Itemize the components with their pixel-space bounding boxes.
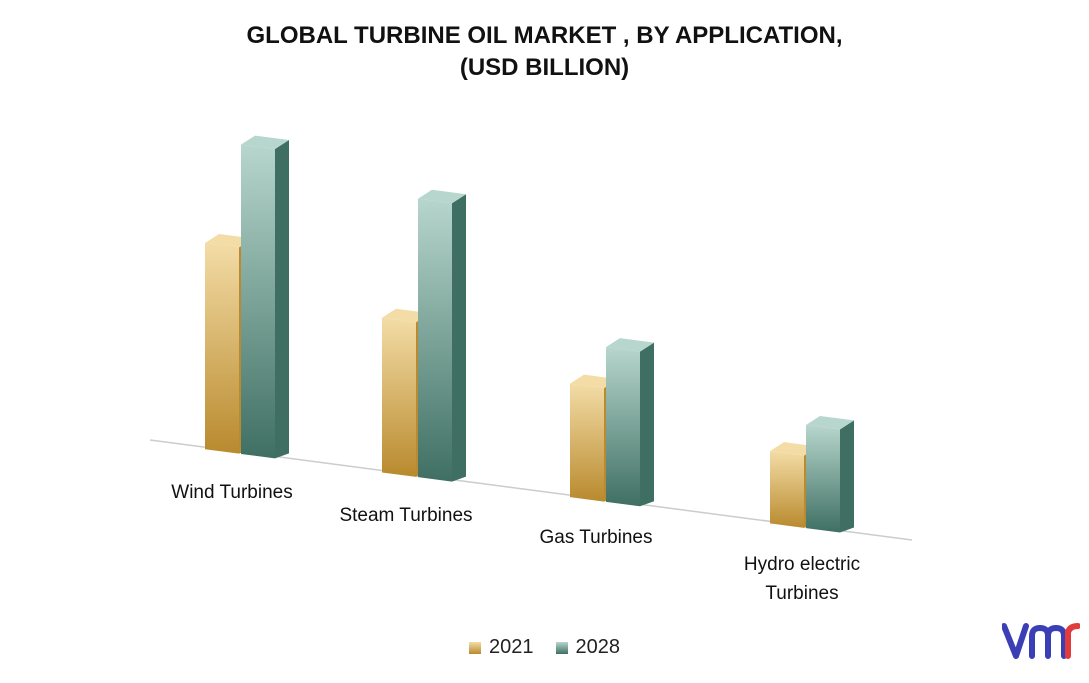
legend-swatch-2021 xyxy=(469,641,481,654)
bar-top-face xyxy=(418,189,466,204)
category-label: Hydro electric xyxy=(744,554,860,575)
bar-side-face xyxy=(275,140,289,459)
bar-side-face xyxy=(640,342,654,507)
bar-2028-steam-turbines xyxy=(418,189,466,482)
bar-front-face xyxy=(570,383,604,502)
bar-front-face xyxy=(205,242,239,454)
legend-item-2021: 2021 xyxy=(469,636,534,659)
legend-label-2021: 2021 xyxy=(489,636,534,658)
category-label: Turbines xyxy=(765,583,838,604)
chart-title-line-1: GLOBAL TURBINE OIL MARKET , BY APPLICATI… xyxy=(246,22,843,49)
legend-item-2028: 2028 xyxy=(555,636,621,659)
bar-2028-hydro-electric-turbines xyxy=(806,415,854,533)
bar-side-face xyxy=(452,194,466,482)
category-label: Gas Turbines xyxy=(540,527,653,548)
bar-2028-gas-turbines xyxy=(606,338,654,507)
bars-group xyxy=(205,135,854,533)
legend: 2021 2028 xyxy=(0,636,1089,659)
bar-front-face xyxy=(806,424,840,533)
bar-side-face xyxy=(840,420,854,533)
vmr-logo-icon xyxy=(1002,623,1080,659)
bar-front-face xyxy=(241,144,275,459)
bar-front-face xyxy=(606,347,640,507)
category-label: Steam Turbines xyxy=(339,505,472,526)
chart-title-line-2: (USD BILLION) xyxy=(459,54,630,81)
bar-front-face xyxy=(418,198,452,482)
category-label: Wind Turbines xyxy=(171,482,292,503)
chart-title: GLOBAL TURBINE OIL MARKET , BY APPLICATI… xyxy=(0,20,1089,84)
bar-top-face xyxy=(806,415,854,430)
legend-swatch-2028 xyxy=(555,641,568,654)
bar-front-face xyxy=(770,451,804,528)
bar-top-face xyxy=(606,338,654,352)
bar-top-face xyxy=(241,135,289,150)
legend-label-2028: 2028 xyxy=(575,636,621,658)
category-labels: Wind Turbines Steam Turbines Gas Turbines H… xyxy=(171,482,860,604)
bar-2028-wind-turbines xyxy=(241,135,289,459)
bar-front-face xyxy=(382,317,416,477)
